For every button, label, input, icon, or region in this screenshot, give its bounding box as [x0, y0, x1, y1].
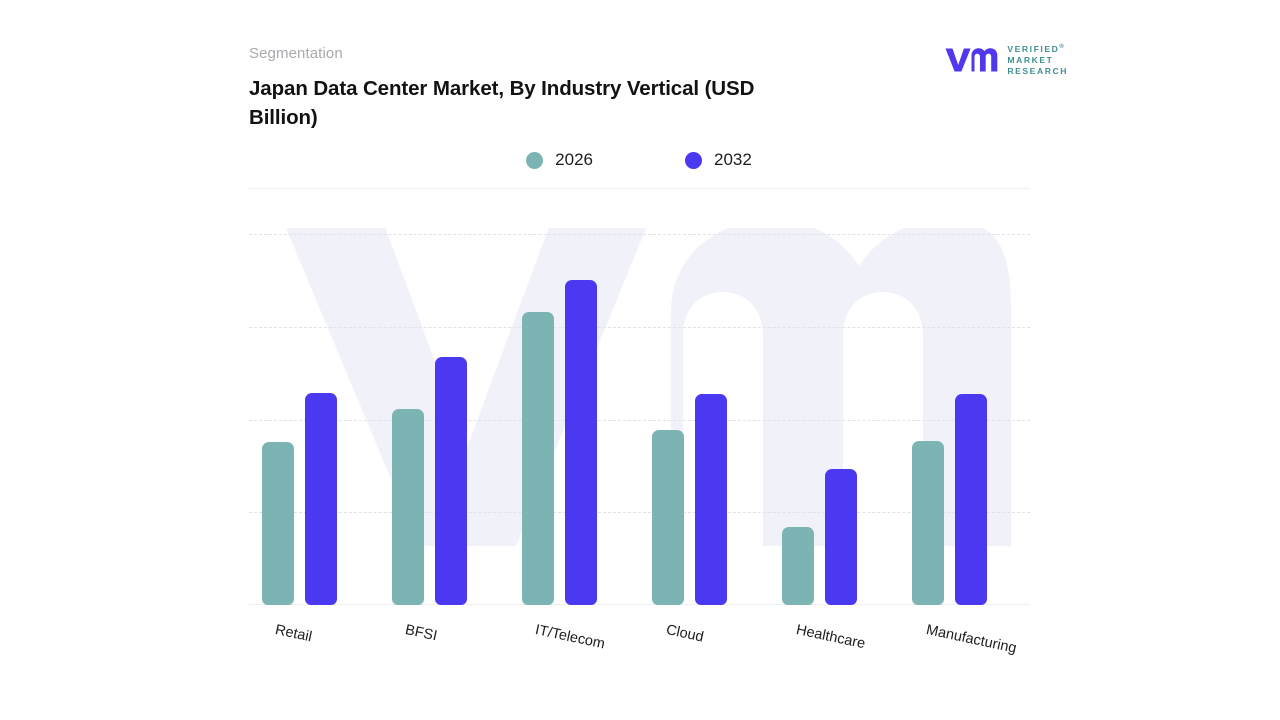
x-axis-labels: Retail BFSI IT/Telecom Cloud Healthcare Manuf… — [249, 606, 1030, 696]
page-title: Japan Data Center Market, By Industry Ve… — [249, 77, 755, 129]
gridline — [249, 327, 1030, 329]
vm-logo-mark-icon — [944, 43, 998, 73]
x-axis-label-manufacturing: Manufacturing — [924, 622, 1018, 657]
legend-item-2032[interactable]: 2032 — [685, 150, 752, 170]
x-axis-label-retail: Retail — [273, 622, 314, 646]
header-divider — [249, 188, 1030, 189]
logo-line-research: RESEARCH — [1007, 65, 1068, 76]
x-axis-label-healthcare: Healthcare — [794, 622, 867, 653]
gridline — [249, 512, 1030, 514]
bar-manufacturing-2026[interactable] — [912, 441, 945, 605]
bar-healthcare-2032[interactable] — [825, 468, 858, 605]
logo-line-verified: VERIFIED® — [1007, 43, 1064, 54]
bar-healthcare-2026[interactable] — [782, 527, 815, 605]
legend-item-2026[interactable]: 2026 — [526, 150, 593, 170]
legend-label: 2026 — [555, 150, 593, 169]
bar-bfsi-2032[interactable] — [434, 356, 467, 605]
bar-series-container — [249, 228, 1030, 605]
legend-swatch-icon — [526, 151, 544, 169]
bar-cloud-2026[interactable] — [652, 429, 685, 605]
segmentation-label: Segmentation — [249, 45, 343, 62]
legend-label: 2032 — [714, 150, 752, 169]
plot-area — [249, 228, 1030, 605]
bar-manufacturing-2032[interactable] — [955, 393, 988, 605]
bar-retail-2026[interactable] — [261, 441, 294, 605]
bar-it-telecom-2026[interactable] — [521, 312, 554, 605]
bar-retail-2032[interactable] — [304, 392, 337, 605]
chart-header: Segmentation Japan Data Center Market, B… — [249, 44, 1069, 132]
brand-logo: VERIFIED® MARKET RESEARCH — [944, 41, 1068, 76]
bar-it-telecom-2032[interactable] — [564, 279, 597, 605]
bar-cloud-2032[interactable] — [695, 393, 728, 605]
x-axis-label-it-telecom: IT/Telecom — [534, 622, 607, 653]
brand-logo-text: VERIFIED® MARKET RESEARCH — [1007, 41, 1068, 76]
gridline — [249, 234, 1030, 236]
axis-baseline — [249, 604, 1030, 605]
bar-bfsi-2026[interactable] — [391, 408, 424, 605]
logo-line-market: MARKET — [1007, 54, 1054, 65]
x-axis-label-cloud: Cloud — [664, 622, 705, 646]
chart-legend: 2026 2032 — [249, 150, 1029, 170]
x-axis-label-bfsi: BFSI — [403, 622, 439, 645]
gridline — [249, 419, 1030, 421]
legend-swatch-icon — [685, 151, 702, 169]
